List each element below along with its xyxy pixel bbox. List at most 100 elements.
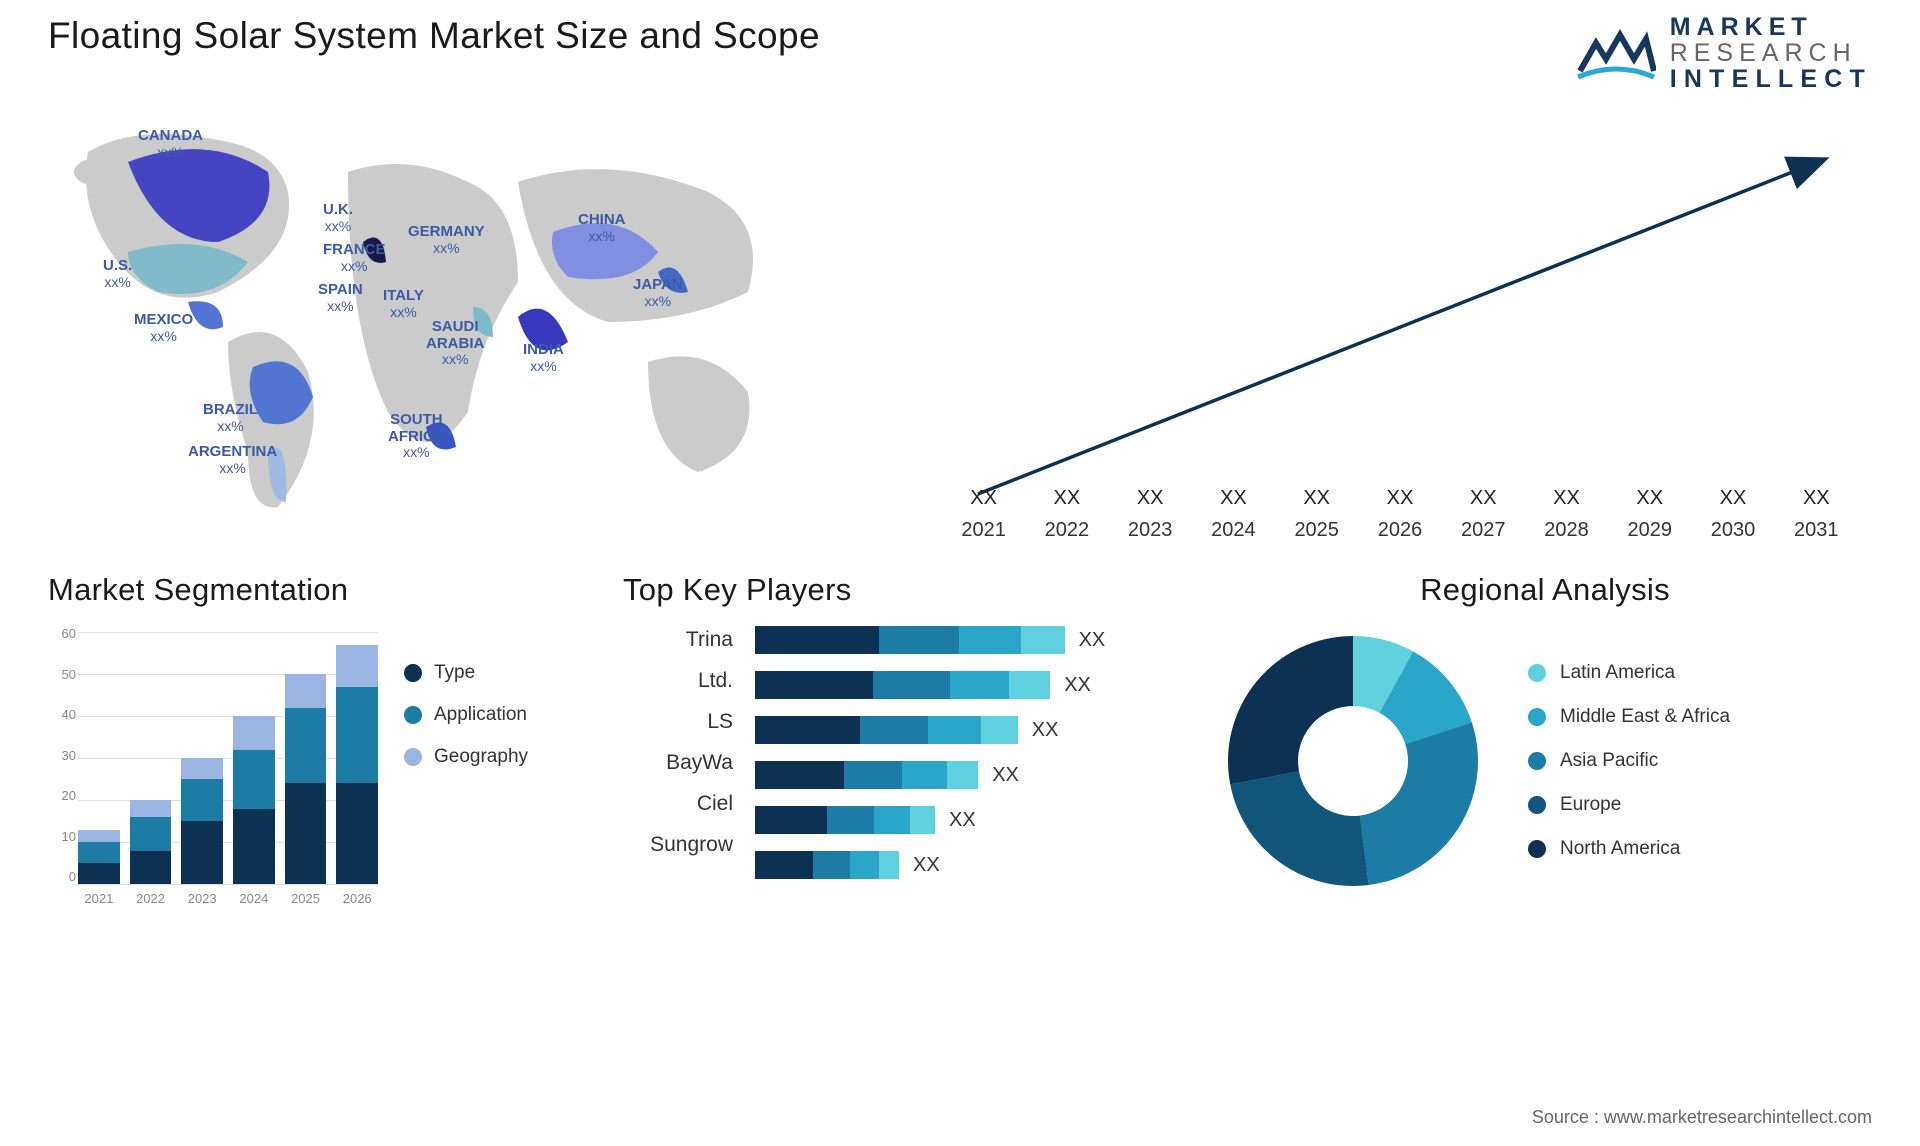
map-label-south-africa: SOUTHAFRICAxx% [388, 412, 445, 462]
donut-slice-3 [1230, 772, 1368, 887]
regional-title: Regional Analysis [1218, 572, 1872, 608]
regional-legend-item: Europe [1528, 794, 1730, 816]
player-bar-sungrow: XX [755, 851, 1183, 879]
growth-bar-2022: XX [1031, 487, 1102, 514]
growth-xlabel: 2025 [1281, 519, 1352, 542]
player-value: XX [913, 854, 940, 877]
logo-line1: MARKET [1670, 15, 1872, 41]
seg-bar-2021 [78, 830, 120, 885]
seg-legend-item: Application [404, 704, 528, 726]
seg-bar-2022 [130, 800, 172, 884]
seg-ytick: 20 [48, 788, 76, 803]
brand-logo: MARKET RESEARCH INTELLECT [1576, 15, 1872, 92]
world-map: CANADAxx% U.S.xx%MEXICOxx% BRAZILxx% ARGENT… [48, 112, 918, 542]
segmentation-chart: 6050403020100 202120222023202420252026 [48, 626, 378, 906]
map-label-china: CHINAxx% [578, 212, 626, 245]
regional-legend-item: Latin America [1528, 662, 1730, 684]
seg-xlabel: 2024 [233, 891, 275, 906]
player-bar-ls: XX [755, 716, 1183, 744]
player-bar-baywa: XX [755, 761, 1183, 789]
player-bar-ciel: XX [755, 806, 1183, 834]
map-label-u-s-: U.S.xx% [103, 258, 132, 291]
growth-xlabel: 2024 [1198, 519, 1269, 542]
page-title: Floating Solar System Market Size and Sc… [48, 15, 820, 57]
growth-xlabel: 2031 [1781, 519, 1852, 542]
growth-xlabel: 2026 [1364, 519, 1435, 542]
player-value: XX [949, 809, 976, 832]
seg-bar-2025 [285, 674, 327, 884]
map-label-france: FRANCExx% [323, 242, 386, 275]
regional-legend: Latin America Middle East & Africa Asia Pa… [1528, 662, 1730, 860]
growth-bar-label: XX [1054, 487, 1081, 510]
players-chart: TrinaLtd.LSBayWaCielSungrow XXXXXXXXXXXX [623, 626, 1183, 879]
logo-icon [1576, 25, 1656, 83]
growth-xlabel: 2022 [1031, 519, 1102, 542]
growth-bar-2024: XX [1198, 487, 1269, 514]
growth-bar-label: XX [1636, 487, 1663, 510]
growth-bar-2031: XX [1781, 487, 1852, 514]
growth-xlabel: 2028 [1531, 519, 1602, 542]
player-bar-trina: XX [755, 626, 1183, 654]
regional-legend-item: Asia Pacific [1528, 750, 1730, 772]
seg-ytick: 60 [48, 626, 76, 641]
regional-legend-item: North America [1528, 838, 1730, 860]
growth-bar-2028: XX [1531, 487, 1602, 514]
growth-xlabel: 2029 [1614, 519, 1685, 542]
map-label-argentina: ARGENTINAxx% [188, 444, 277, 477]
map-label-brazil: BRAZILxx% [203, 402, 258, 435]
seg-bar-2024 [233, 716, 275, 884]
map-label-spain: SPAINxx% [318, 282, 363, 315]
player-label: BayWa [623, 751, 733, 775]
seg-ytick: 30 [48, 748, 76, 763]
seg-ytick: 10 [48, 829, 76, 844]
seg-xlabel: 2025 [285, 891, 327, 906]
seg-legend-item: Type [404, 662, 528, 684]
growth-chart: XXXXXXXXXXXXXXXXXXXXXX 20212022202320242… [948, 112, 1872, 542]
growth-bar-label: XX [1387, 487, 1414, 510]
map-label-canada: CANADAxx% [138, 128, 203, 161]
regional-donut [1218, 626, 1488, 896]
donut-slice-4 [1228, 636, 1353, 784]
seg-bar-2026 [336, 645, 378, 884]
footer-source: Source : www.marketresearchintellect.com [1532, 1107, 1872, 1128]
player-label: Sungrow [623, 833, 733, 857]
map-label-japan: JAPANxx% [633, 277, 683, 310]
growth-bar-label: XX [1220, 487, 1247, 510]
map-label-mexico: MEXICOxx% [134, 312, 193, 345]
player-value: XX [1032, 719, 1059, 742]
player-label: LS [623, 710, 733, 734]
map-label-saudi-arabia: SAUDIARABIAxx% [426, 319, 484, 369]
growth-bar-label: XX [1137, 487, 1164, 510]
growth-xlabel: 2030 [1697, 519, 1768, 542]
seg-ytick: 50 [48, 667, 76, 682]
player-value: XX [992, 764, 1019, 787]
growth-bar-2025: XX [1281, 487, 1352, 514]
seg-legend-item: Geography [404, 746, 528, 768]
map-label-italy: ITALYxx% [383, 288, 424, 321]
seg-ytick: 0 [48, 869, 76, 884]
growth-bar-2027: XX [1448, 487, 1519, 514]
growth-bar-2023: XX [1115, 487, 1186, 514]
seg-xlabel: 2023 [181, 891, 223, 906]
growth-bar-label: XX [1803, 487, 1830, 510]
segmentation-title: Market Segmentation [48, 572, 588, 608]
growth-xlabel: 2021 [948, 519, 1019, 542]
regional-legend-item: Middle East & Africa [1528, 706, 1730, 728]
growth-bar-label: XX [1470, 487, 1497, 510]
growth-bar-2029: XX [1614, 487, 1685, 514]
player-value: XX [1079, 629, 1106, 652]
players-title: Top Key Players [623, 572, 1183, 608]
player-label: Trina [623, 628, 733, 652]
growth-bar-2021: XX [948, 487, 1019, 514]
seg-xlabel: 2026 [336, 891, 378, 906]
seg-ytick: 40 [48, 707, 76, 722]
growth-bar-label: XX [970, 487, 997, 510]
map-label-u-k-: U.K.xx% [323, 202, 353, 235]
donut-slice-2 [1360, 723, 1478, 886]
player-bar-ltd: XX [755, 671, 1183, 699]
seg-xlabel: 2021 [78, 891, 120, 906]
segmentation-legend: Type Application Geography [404, 626, 528, 906]
growth-xlabel: 2023 [1115, 519, 1186, 542]
growth-bar-2026: XX [1364, 487, 1435, 514]
player-label: Ciel [623, 792, 733, 816]
